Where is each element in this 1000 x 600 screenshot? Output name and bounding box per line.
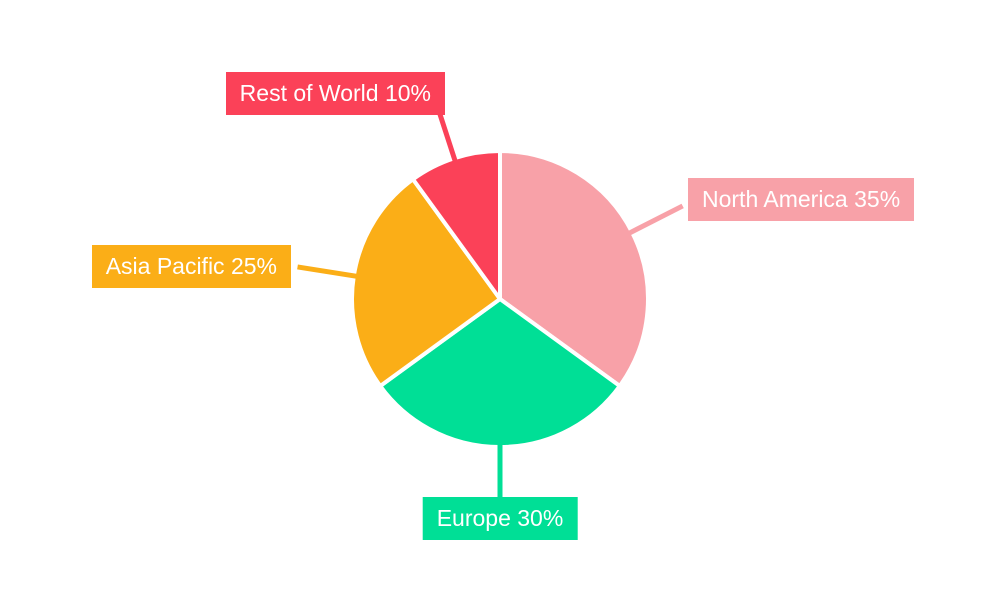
pie-label-asia-pacific: Asia Pacific 25% (91, 245, 291, 288)
pie-label-rest-of-world: Rest of World 10% (225, 72, 445, 115)
pie-label-north-america: North America 35% (688, 178, 915, 221)
pie-label-europe: Europe 30% (422, 497, 578, 540)
label-line-north-america (628, 203, 684, 236)
label-line-asia-pacific (297, 264, 358, 279)
